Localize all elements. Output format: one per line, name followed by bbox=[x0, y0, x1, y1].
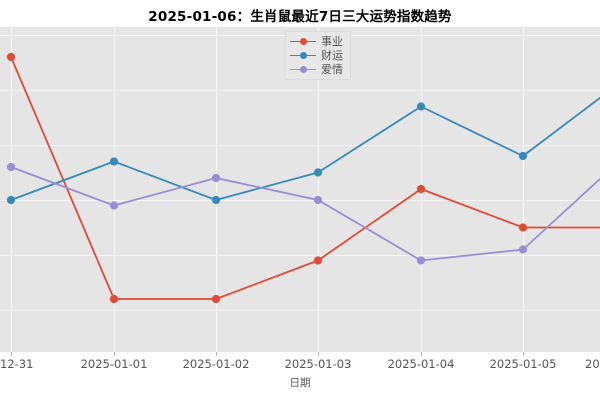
data-point[interactable] bbox=[211, 173, 221, 183]
series-line bbox=[10, 166, 600, 262]
data-point[interactable] bbox=[6, 52, 16, 62]
legend-label: 事业 bbox=[321, 34, 343, 48]
x-tick-label: 2025-01-01 bbox=[80, 357, 148, 371]
gridline-horizontal bbox=[0, 255, 600, 256]
data-point[interactable] bbox=[416, 102, 426, 111]
gridline-horizontal bbox=[0, 310, 600, 311]
legend-item-career[interactable]: 事业 bbox=[290, 35, 343, 48]
data-point[interactable] bbox=[109, 157, 119, 166]
series-line bbox=[10, 56, 600, 300]
legend-line-icon bbox=[290, 64, 316, 76]
legend-item-love[interactable]: 爱情 bbox=[290, 63, 343, 76]
data-point[interactable] bbox=[109, 201, 119, 210]
gridline-vertical bbox=[523, 27, 524, 352]
gridline-horizontal bbox=[0, 145, 600, 146]
legend-label: 财运 bbox=[321, 48, 343, 62]
x-tick-label: 2025-01-04 bbox=[387, 357, 455, 371]
series-line bbox=[10, 96, 600, 201]
chart-legend: 事业 财运 爱情 bbox=[285, 31, 351, 80]
x-tick-mark bbox=[11, 352, 12, 356]
data-point[interactable] bbox=[313, 168, 323, 177]
x-axis-label: 日期 bbox=[289, 377, 311, 389]
data-point[interactable] bbox=[6, 162, 16, 172]
data-point[interactable] bbox=[416, 256, 426, 265]
data-point[interactable] bbox=[313, 195, 323, 205]
x-tick-mark bbox=[216, 352, 217, 356]
x-tick-label: 2025-01-02 bbox=[182, 357, 250, 371]
legend-item-wealth[interactable]: 财运 bbox=[290, 49, 343, 62]
x-tick-mark bbox=[114, 352, 115, 356]
data-point[interactable] bbox=[211, 195, 221, 205]
data-point[interactable] bbox=[518, 245, 528, 254]
plot-area bbox=[0, 27, 600, 352]
data-point[interactable] bbox=[518, 151, 528, 161]
x-tick-label: 2025-01-05 bbox=[489, 357, 557, 371]
gridline-vertical bbox=[216, 27, 217, 352]
x-tick-label: 2025-01-03 bbox=[284, 357, 352, 371]
x-tick-label: 202 bbox=[585, 357, 600, 371]
gridline-vertical bbox=[114, 27, 115, 352]
gridline-vertical bbox=[318, 27, 319, 352]
legend-label: 爱情 bbox=[321, 62, 343, 76]
legend-line-icon bbox=[290, 36, 316, 48]
x-tick-mark bbox=[523, 352, 524, 356]
gridline-horizontal bbox=[0, 90, 600, 91]
data-point[interactable] bbox=[6, 195, 16, 205]
data-point[interactable] bbox=[109, 294, 119, 304]
data-point[interactable] bbox=[416, 184, 426, 194]
data-point[interactable] bbox=[211, 294, 221, 304]
data-point[interactable] bbox=[518, 223, 528, 232]
series-lines bbox=[6, 52, 600, 304]
x-tick-mark bbox=[421, 352, 422, 356]
gridline-vertical bbox=[11, 27, 12, 352]
x-tick-label: 4-12-31 bbox=[0, 357, 34, 371]
data-point[interactable] bbox=[313, 256, 323, 265]
gridline-horizontal bbox=[0, 200, 600, 201]
chart-title: 2025-01-06：生肖鼠最近7日三大运势指数趋势 bbox=[148, 9, 452, 25]
legend-line-icon bbox=[290, 50, 316, 62]
x-tick-mark bbox=[318, 352, 319, 356]
